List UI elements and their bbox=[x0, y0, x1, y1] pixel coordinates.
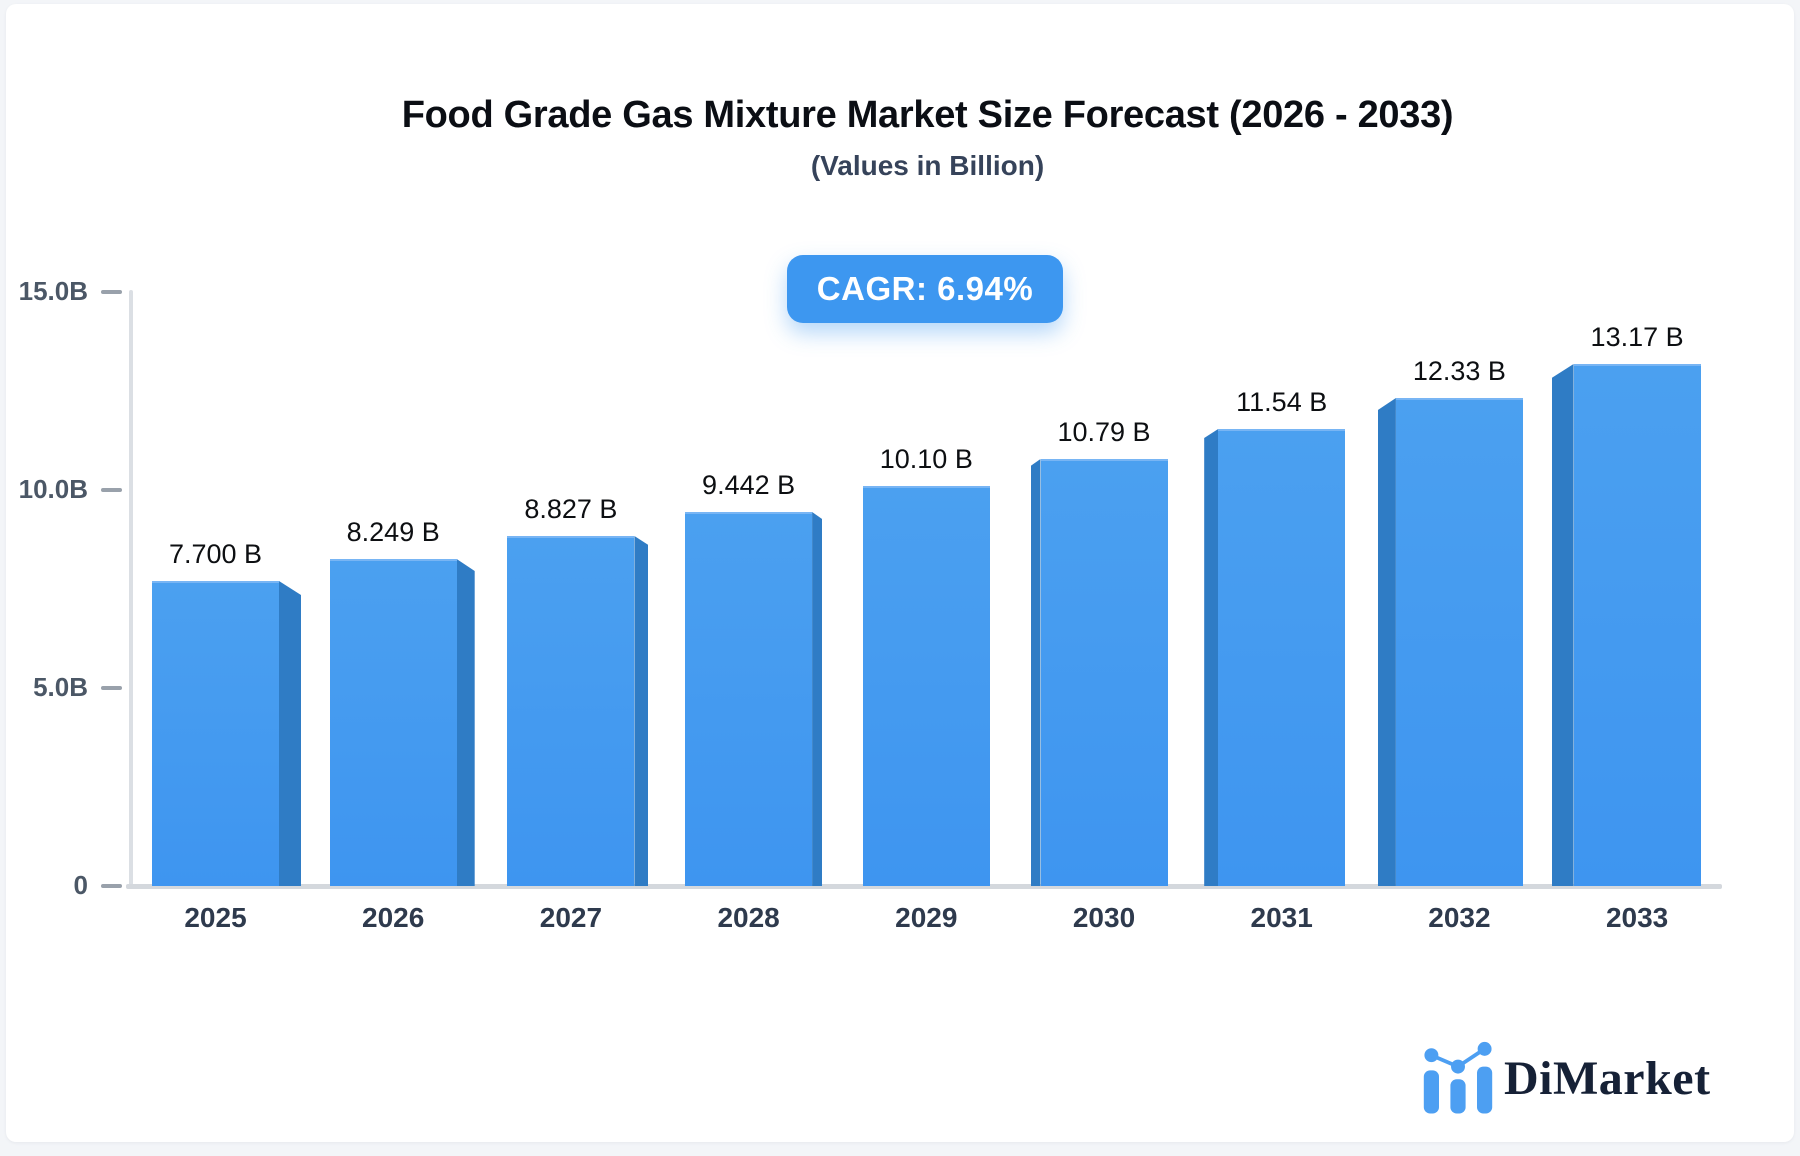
x-axis-label-2031: 2031 bbox=[1250, 902, 1313, 933]
bar-value-label: 10.10 B bbox=[879, 444, 973, 474]
y-axis-tick bbox=[101, 884, 122, 888]
x-axis-label-2028: 2028 bbox=[717, 902, 780, 933]
bar-2030[interactable] bbox=[1040, 459, 1168, 886]
x-axis-label-2032: 2032 bbox=[1428, 902, 1491, 933]
x-axis-label-2030: 2030 bbox=[1072, 902, 1136, 933]
bar-value-label: 9.442 B bbox=[702, 470, 796, 500]
bar-2029[interactable] bbox=[862, 486, 990, 886]
y-axis-line bbox=[129, 290, 133, 888]
x-axis-label-2025: 2025 bbox=[184, 902, 247, 933]
y-axis-tick bbox=[101, 488, 122, 492]
x-axis-label-2033: 2033 bbox=[1605, 902, 1669, 933]
y-axis-tick bbox=[101, 290, 122, 294]
cagr-badge-label: CAGR: 6.94% bbox=[816, 270, 1034, 307]
bar-value-label: 7.700 B bbox=[168, 539, 263, 569]
bar-value-label: 8.249 B bbox=[346, 517, 440, 547]
dimarket-logo-text: DiMarket bbox=[1504, 1051, 1711, 1105]
bar-2027[interactable] bbox=[507, 536, 635, 886]
bar-value-label: 10.79 B bbox=[1057, 417, 1151, 447]
bar-side-2031 bbox=[1204, 429, 1219, 886]
bar-2025[interactable] bbox=[152, 581, 279, 886]
y-axis-tick-label: 5.0B bbox=[33, 672, 88, 702]
bar-side-2033 bbox=[1551, 364, 1574, 886]
bar-side-2027 bbox=[634, 536, 649, 886]
chart-subtitle: (Values in Billion) bbox=[810, 150, 1045, 181]
bar-side-2032 bbox=[1377, 398, 1396, 886]
bar-2026[interactable] bbox=[329, 559, 457, 886]
y-axis-tick bbox=[101, 686, 122, 690]
y-axis-tick-label: 15.0B bbox=[18, 276, 88, 306]
bar-2031[interactable] bbox=[1218, 429, 1346, 886]
bar-side-2025 bbox=[279, 581, 301, 886]
bar-2032[interactable] bbox=[1395, 398, 1523, 886]
x-axis-line bbox=[126, 884, 1722, 889]
bar-value-label: 13.17 B bbox=[1590, 322, 1684, 352]
bar-2033[interactable] bbox=[1573, 364, 1701, 886]
x-axis-label-2027: 2027 bbox=[539, 902, 603, 933]
chart-title: Food Grade Gas Mixture Market Size Forec… bbox=[401, 94, 1454, 136]
y-axis-tick-label: 0 bbox=[73, 870, 88, 900]
bar-value-label: 12.33 B bbox=[1412, 356, 1506, 386]
dimarket-watermark: DiMarket bbox=[1420, 1040, 1711, 1116]
bar-2028[interactable] bbox=[685, 512, 813, 886]
bar-side-2026 bbox=[456, 559, 475, 886]
y-axis-tick-label: 10.0B bbox=[18, 474, 88, 504]
bar-value-label: 8.827 B bbox=[524, 494, 618, 524]
bar-side-2028 bbox=[812, 512, 823, 886]
x-axis-label-2026: 2026 bbox=[362, 902, 425, 933]
chart-header: Food Grade Gas Mixture Market Size Forec… bbox=[133, 92, 1722, 182]
cagr-badge: CAGR: 6.94% bbox=[787, 255, 1063, 323]
bar-value-label: 11.54 B bbox=[1236, 387, 1328, 417]
x-axis-label-2029: 2029 bbox=[895, 902, 958, 933]
bar-side-2030 bbox=[1030, 459, 1041, 886]
dimarket-bar-chart-icon bbox=[1423, 1041, 1493, 1114]
